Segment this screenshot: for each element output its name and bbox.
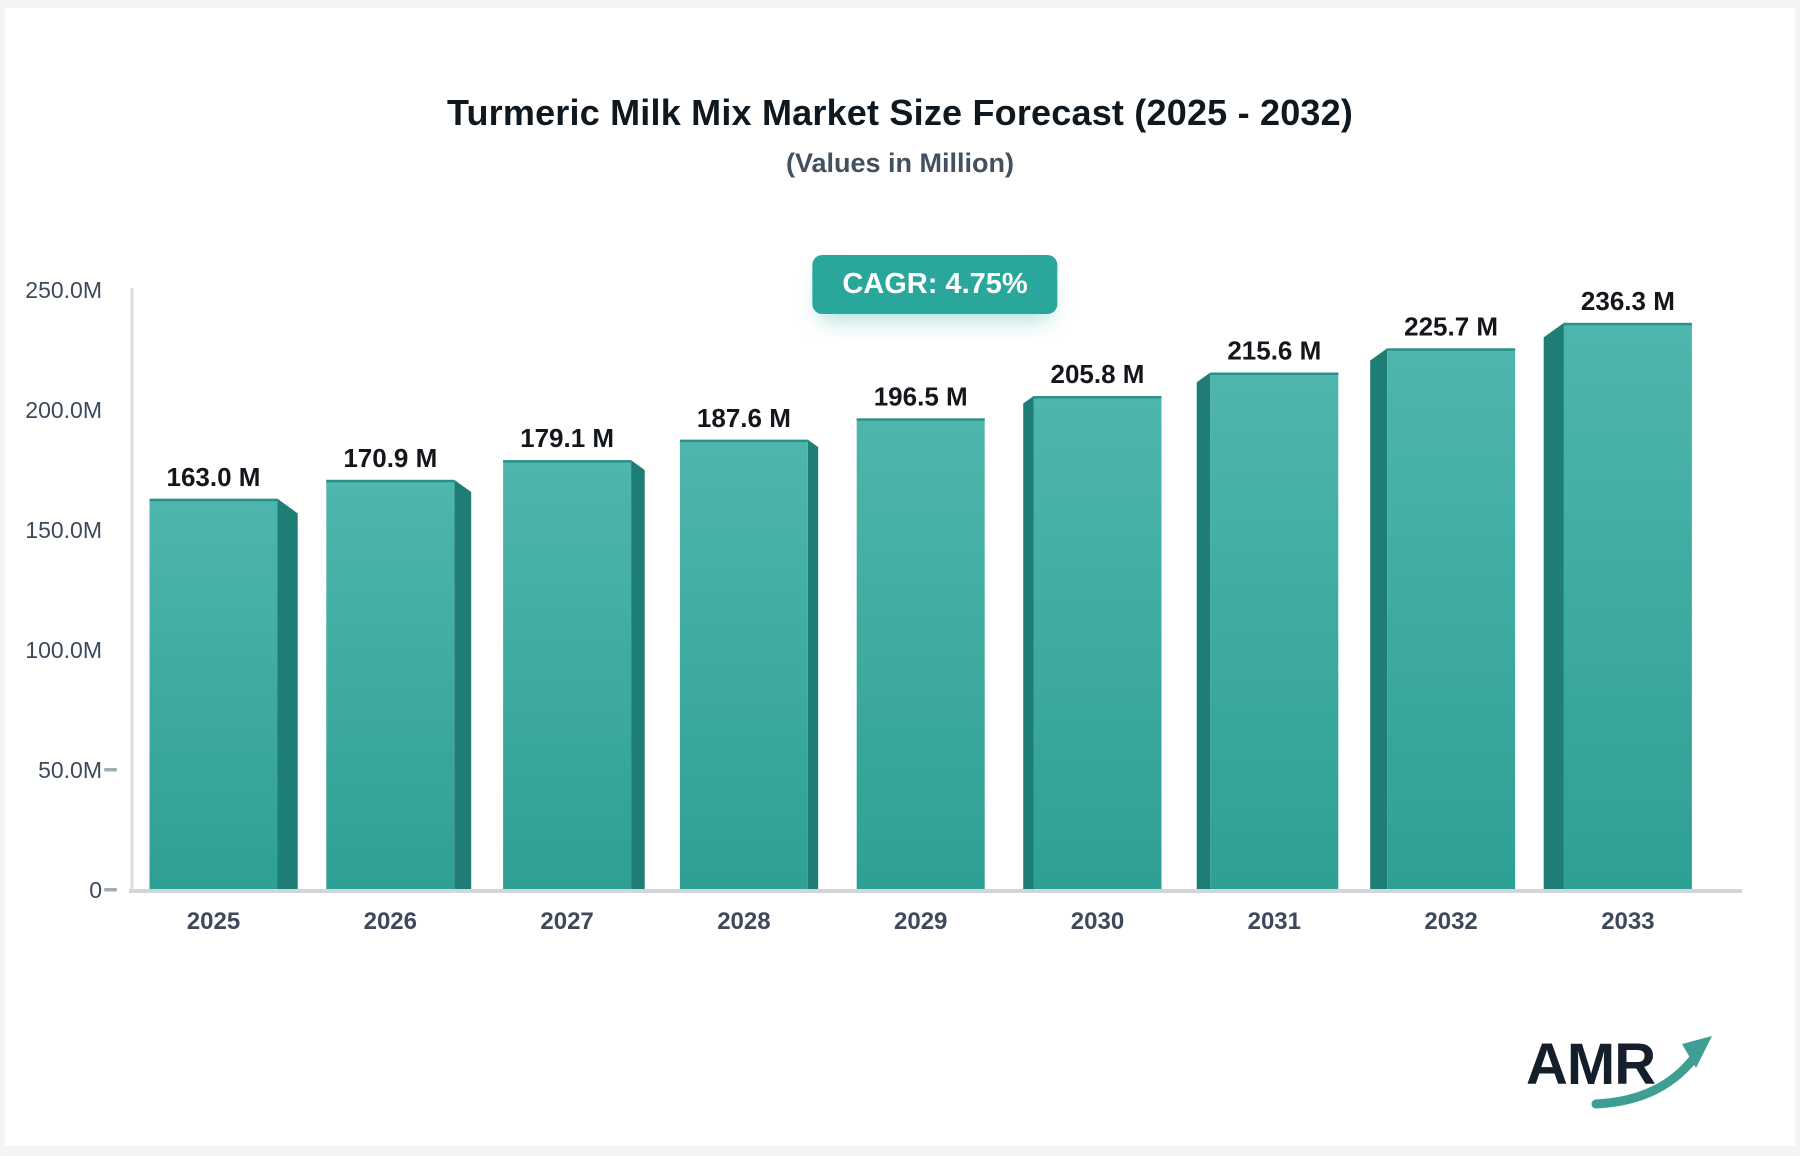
- y-axis-line: [130, 288, 134, 893]
- growth-arrow-icon: [1591, 1036, 1712, 1109]
- bar-front-2030: [1033, 396, 1162, 890]
- bar-front-2032: [1387, 348, 1516, 890]
- x-tick-label-2025: 2025: [187, 908, 240, 935]
- value-label-2026: 170.9 M: [343, 443, 437, 473]
- bar-front-2028: [679, 439, 808, 890]
- y-tick-label-150: 150.0M: [25, 517, 102, 543]
- cagr-badge: CAGR: 4.75%: [812, 255, 1058, 314]
- bar-front-2033: [1563, 322, 1692, 890]
- bar-front-2029: [856, 418, 985, 890]
- bar-front-2031: [1210, 372, 1339, 890]
- x-tick-label-2029: 2029: [894, 908, 947, 935]
- bar-side-2026: [454, 479, 472, 890]
- amr-logo-text: AMR: [1526, 1032, 1656, 1097]
- bar-front-2026: [326, 479, 455, 890]
- bar-side-2028: [807, 439, 819, 890]
- value-label-2030: 205.8 M: [1051, 359, 1145, 389]
- value-label-2028: 187.6 M: [697, 403, 791, 433]
- y-tick-label-200: 200.0M: [25, 397, 102, 423]
- y-tick-label-100: 100.0M: [25, 637, 102, 663]
- bar-front-2025: [149, 498, 278, 890]
- x-tick-label-2031: 2031: [1248, 908, 1301, 935]
- x-tick-label-2027: 2027: [540, 908, 593, 935]
- value-label-2029: 196.5 M: [874, 381, 968, 411]
- y-tick-label-250: 250.0M: [25, 277, 102, 303]
- value-label-2033: 236.3 M: [1581, 286, 1675, 316]
- y-tick-mark-0: [104, 888, 117, 892]
- bar-side-2025: [277, 498, 298, 890]
- y-tick-label-0: 0: [89, 877, 102, 903]
- value-label-2025: 163.0 M: [167, 462, 261, 492]
- chart-subtitle: (Values in Million): [785, 148, 1015, 178]
- value-label-2027: 179.1 M: [520, 423, 614, 453]
- x-tick-label-2030: 2030: [1071, 908, 1124, 935]
- bar-front-2027: [503, 460, 632, 890]
- bar-side-2031: [1196, 372, 1211, 890]
- x-tick-label-2033: 2033: [1601, 908, 1654, 935]
- value-label-2032: 225.7 M: [1404, 311, 1498, 341]
- amr-logo: AMR: [1526, 1036, 1656, 1106]
- x-tick-label-2026: 2026: [364, 908, 417, 935]
- bar-side-2030: [1023, 396, 1034, 890]
- x-tick-label-2028: 2028: [717, 908, 770, 935]
- x-tick-label-2032: 2032: [1424, 908, 1477, 935]
- bar-side-2027: [631, 460, 645, 890]
- y-tick-label-50: 50.0M: [38, 757, 102, 783]
- chart-title: Turmeric Milk Mix Market Size Forecast (…: [446, 92, 1354, 133]
- value-label-2031: 215.6 M: [1227, 336, 1321, 366]
- y-tick-mark-50: [104, 768, 117, 772]
- bar-side-2032: [1370, 348, 1388, 890]
- bar-side-2033: [1543, 322, 1564, 890]
- x-axis-line: [129, 889, 1742, 893]
